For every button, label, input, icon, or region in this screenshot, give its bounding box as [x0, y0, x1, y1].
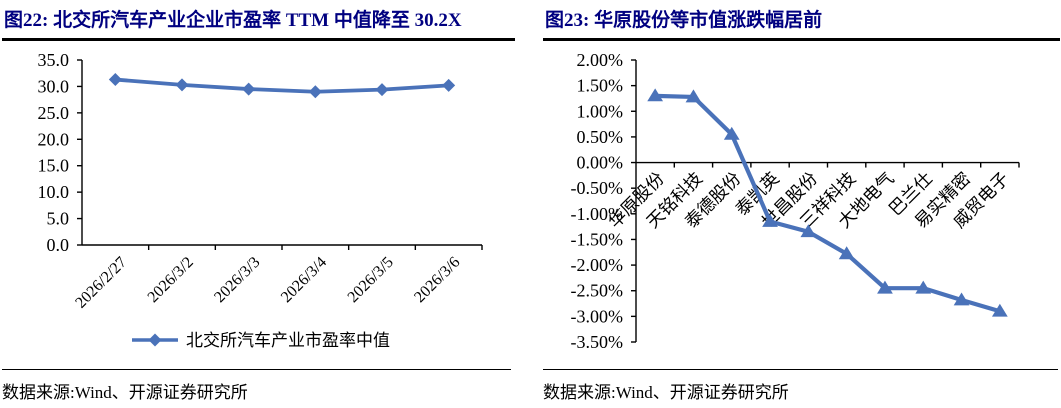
figure23-source: 数据来源:Wind、开源证券研究所: [543, 369, 1058, 403]
figure22-title: 图22: 北交所汽车产业企业市盈率 TTM 中值降至 30.2X: [2, 2, 515, 41]
x-category-label: 2026/3/4: [278, 254, 330, 306]
figure23-source-note: 数据来源:Wind、开源证券研究所: [543, 383, 789, 402]
series-line: [115, 77, 449, 94]
x-category-label: 2026/3/6: [411, 254, 463, 306]
data-point-marker: [723, 126, 740, 140]
y-tick-label: 1.00%: [577, 101, 624, 121]
y-tick-label: 10.0: [38, 182, 70, 202]
y-tick-label: 0.0: [47, 235, 70, 255]
y-tick-label: 2.00%: [577, 50, 624, 70]
data-point-marker: [762, 214, 778, 227]
data-point-marker: [838, 246, 855, 260]
y-tick-label: -3.50%: [571, 332, 624, 352]
y-tick-label: -1.50%: [571, 229, 624, 249]
y-tick-label: 20.0: [38, 129, 70, 149]
x-category-label: 2026/3/3: [211, 254, 263, 306]
data-point-marker: [991, 303, 1008, 317]
legend-marker: [148, 333, 162, 347]
data-point-marker: [953, 292, 970, 306]
y-tick-label: 0.50%: [577, 127, 624, 147]
x-category-label: 2026/3/5: [345, 254, 397, 306]
y-tick-label: 30.0: [38, 76, 70, 96]
data-point-marker: [800, 224, 817, 238]
legend-label: 北交所汽车产业市盈率中值: [186, 331, 390, 350]
data-point-marker: [647, 88, 664, 102]
y-tick-label: 5.0: [47, 209, 70, 229]
figure22-source: 数据来源:Wind、开源证券研究所: [2, 369, 511, 403]
data-point-marker: [877, 280, 893, 294]
y-tick-label: 0.00%: [577, 153, 624, 173]
figure23-line-chart: 2.00% 1.50% 1.00% 0.50% 0.00% -0.50% -1.00% -1.…: [571, 50, 1020, 352]
data-point-marker: [308, 85, 322, 99]
figure23-title: 图23: 华原股份等市值涨跌幅居前: [543, 2, 1060, 41]
series-line: [655, 93, 1001, 314]
data-point-marker: [685, 89, 702, 103]
y-tick-label: -3.00%: [571, 306, 624, 326]
x-category-label: 2026/3/2: [145, 254, 197, 306]
y-tick-label: -1.00%: [571, 204, 624, 224]
y-tick-label: -0.50%: [571, 178, 624, 198]
y-tick-label: -2.50%: [571, 281, 624, 301]
data-point-marker: [175, 78, 189, 92]
x-category-label: 2026/2/27: [72, 254, 130, 312]
data-point-marker: [442, 78, 456, 92]
y-tick-label: 15.0: [38, 156, 70, 176]
y-tick-label: 1.50%: [577, 76, 624, 96]
data-point-marker: [915, 280, 932, 294]
y-tick-label: -2.00%: [571, 255, 624, 275]
y-tick-label: 25.0: [38, 103, 70, 123]
figure22-source-note: 数据来源:Wind、开源证券研究所: [2, 383, 248, 402]
data-point-marker: [375, 83, 389, 97]
data-point-marker: [242, 82, 256, 96]
y-tick-label: 35.0: [38, 50, 70, 70]
data-point-marker: [108, 73, 122, 87]
